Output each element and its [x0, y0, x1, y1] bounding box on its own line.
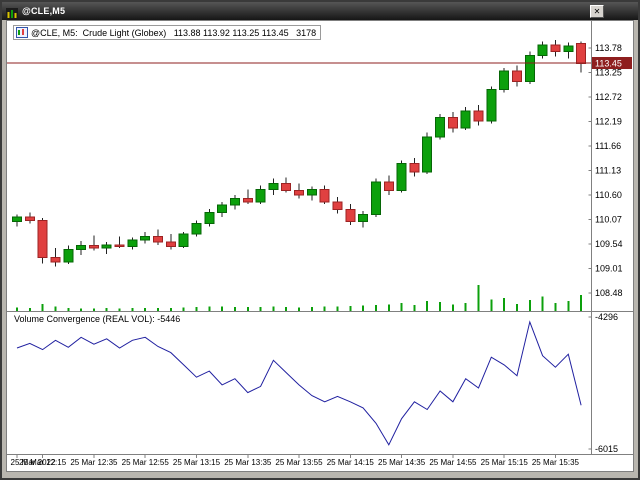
- svg-text:25 Mar 13:55: 25 Mar 13:55: [275, 458, 323, 467]
- svg-text:113.78: 113.78: [595, 43, 622, 53]
- current-price-badge: [592, 57, 632, 70]
- indicator-axis-max: -4296: [595, 312, 618, 322]
- chart-window-icon: [6, 6, 18, 19]
- svg-text:25 Mar 15:35: 25 Mar 15:35: [532, 458, 580, 467]
- indicator-line: [16, 320, 582, 446]
- svg-text:110.60: 110.60: [595, 190, 622, 200]
- svg-text:110.07: 110.07: [595, 214, 622, 224]
- svg-text:25 Mar 13:35: 25 Mar 13:35: [224, 458, 272, 467]
- svg-text:111.13: 111.13: [595, 165, 621, 175]
- price-axis-labels: 113.78 113.25 112.72 112.19 111.66 111.13 110.…: [588, 43, 623, 298]
- svg-text:113.45: 113.45: [595, 59, 622, 69]
- indicator-label: Volume Convergence (REAL VOL): -5446: [12, 314, 183, 324]
- titlebar[interactable]: @CLE,M5 ✕: [2, 2, 638, 20]
- candles: [12, 40, 587, 267]
- svg-text:25 Mar 12:15: 25 Mar 12:15: [19, 458, 67, 467]
- svg-text:25 Mar 12:55: 25 Mar 12:55: [122, 458, 170, 467]
- chart-client-area: 113.78 113.25 112.72 112.19 111.66 111.13 110.…: [6, 20, 634, 472]
- price-chart-surface[interactable]: 113.78 113.25 112.72 112.19 111.66 111.13 110.…: [7, 21, 633, 471]
- titlebar-left: @CLE,M5: [6, 6, 66, 19]
- close-button[interactable]: ✕: [590, 4, 604, 18]
- svg-text:25 Mar 14:35: 25 Mar 14:35: [378, 458, 426, 467]
- svg-text:25 Mar 14:55: 25 Mar 14:55: [429, 458, 477, 467]
- svg-text:25 Mar 12:35: 25 Mar 12:35: [70, 458, 118, 467]
- svg-text:109.01: 109.01: [595, 263, 623, 273]
- indicator-axis-min: -6015: [595, 444, 618, 454]
- svg-text:112.19: 112.19: [595, 117, 622, 127]
- svg-text:111.66: 111.66: [595, 141, 621, 151]
- svg-text:112.72: 112.72: [595, 92, 622, 102]
- svg-text:25 Mar 15:15: 25 Mar 15:15: [481, 458, 529, 467]
- svg-text:109.54: 109.54: [595, 239, 623, 249]
- svg-text:108.48: 108.48: [595, 288, 623, 298]
- symbol-icon: [16, 27, 28, 38]
- svg-text:25 Mar 2022: 25 Mar 2022: [11, 458, 56, 467]
- chart-legend: @CLE, M5: Crude Light (Globex) 113.88 11…: [13, 25, 322, 40]
- svg-text:25 Mar 13:15: 25 Mar 13:15: [173, 458, 221, 467]
- window-title: @CLE,M5: [22, 6, 66, 16]
- svg-text:113.25: 113.25: [595, 68, 622, 78]
- svg-text:25 Mar 14:15: 25 Mar 14:15: [327, 458, 375, 467]
- volume-bars: [16, 285, 583, 312]
- legend-text: @CLE, M5: Crude Light (Globex) 113.88 11…: [31, 27, 317, 38]
